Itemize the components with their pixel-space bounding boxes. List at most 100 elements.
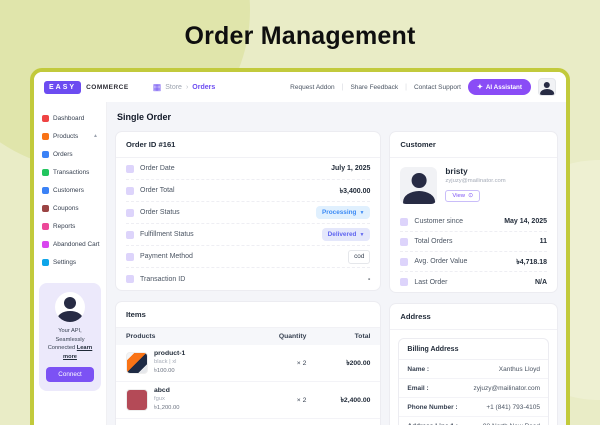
breadcrumb-separator: › [185, 83, 189, 91]
sidebar-item-customers[interactable]: Customers [34, 181, 106, 199]
user-avatar[interactable] [538, 78, 556, 96]
chevron-down-icon: ▼ [359, 231, 365, 238]
address-phone-row: Phone Number : +1 (841) 793-4105 [399, 398, 548, 417]
payment-method-value: cod [348, 249, 371, 264]
eye-icon: ⊙ [468, 193, 473, 199]
sidebar-item-products[interactable]: Products ▲ [34, 127, 106, 145]
calendar-icon [400, 278, 409, 286]
order-total-value: ৳3,400.00 [339, 187, 371, 195]
customers-icon [42, 186, 49, 194]
request-addon-link[interactable]: Request Addon [290, 83, 335, 91]
single-order-title: Single Order [117, 112, 172, 122]
total-orders-row: Total Orders 11 [400, 232, 547, 252]
learn-more-link[interactable]: Learn more [63, 345, 93, 360]
sidebar-item-abandoned-cart[interactable]: Abandoned Cart [34, 235, 106, 253]
view-customer-button[interactable]: View ⊙ [445, 190, 480, 202]
customer-since-row: Customer since May 14, 2025 [400, 212, 547, 232]
sidebar-item-reports[interactable]: Reports [34, 217, 106, 235]
sidebar-item-orders[interactable]: Orders [34, 145, 106, 163]
truck-icon [126, 230, 134, 239]
address-header: Address [390, 304, 557, 330]
order-status-dropdown[interactable]: Processing ▼ [315, 206, 371, 219]
sidebar-item-settings[interactable]: Settings [34, 253, 106, 271]
payment-method-row: Payment Method cod [126, 246, 371, 268]
divider: | [405, 83, 407, 91]
orders-icon [42, 150, 49, 158]
chevron-up-icon: ▲ [93, 133, 98, 139]
items-table-header: Products Quantity Total [116, 328, 381, 345]
coupons-icon [42, 204, 49, 212]
avg-order-value-row: Avg. Order Value ৳4,718.18 [400, 252, 547, 272]
connect-button[interactable]: Connect [46, 367, 94, 383]
sidebar-item-transactions[interactable]: Transactions [34, 163, 106, 181]
product-name-link[interactable]: abcd [154, 387, 170, 394]
order-date-row: Order Date July 1, 2025 [126, 158, 371, 180]
main-content: Single Order Order ID #161 Order Date Ju… [107, 102, 566, 425]
order-card: Order ID #161 Order Date July 1, 2025 Or… [115, 131, 382, 291]
order-id-header: Order ID #161 [116, 132, 381, 158]
customer-card: Customer bristy zyjuzy@mailinator.com Vi… [389, 131, 558, 293]
item-row: xyz fgy ৳200.00 × 4 ৳800.00 [116, 419, 380, 425]
money-icon [400, 257, 409, 266]
settings-icon [42, 258, 49, 266]
address-name-row: Name : Xanthus Lloyd [399, 360, 548, 379]
last-order-row: Last Order N/A [400, 272, 547, 292]
customer-avatar [400, 167, 438, 204]
credit-card-icon [126, 252, 134, 261]
orders-count-icon [400, 237, 409, 246]
sidebar: Dashboard Products ▲ Orders Transactions [34, 102, 107, 425]
topbar-right: Request Addon | Share Feedback | Contact… [290, 78, 556, 96]
ai-assistant-button[interactable]: ✦ AI Assistant [467, 79, 531, 95]
transaction-id-row: Transaction ID - [126, 268, 370, 290]
status-icon [126, 208, 134, 217]
brand-logo-suffix: COMMERCE [86, 83, 129, 91]
hash-icon [126, 275, 134, 283]
abandoned-cart-icon [42, 240, 49, 248]
page-title: Order Management [184, 22, 416, 50]
billing-address-card: Billing Address Name : Xanthus Lloyd Ema… [398, 338, 549, 425]
customer-header: Customer [390, 132, 557, 158]
item-row: abcd fgux ৳1,200.00 × 2 ৳2,400.00 [116, 382, 381, 419]
api-promo-card: Your API, Seamlessly Connected Learn mor… [39, 283, 101, 392]
order-status-row: Order Status Processing ▼ [126, 202, 371, 224]
address-email-row: Email : zyjuzy@mailinator.com [399, 379, 548, 398]
items-card: Items Products Quantity Total p [115, 301, 382, 425]
breadcrumb-store[interactable]: Store [165, 83, 182, 91]
money-icon [126, 186, 134, 195]
sparkle-icon: ✦ [476, 84, 483, 91]
order-date-value: July 1, 2025 [331, 165, 371, 172]
calendar-icon [400, 217, 409, 226]
customer-profile: bristy zyjuzy@mailinator.com View ⊙ [390, 158, 557, 212]
product-name-link[interactable]: product-1 [154, 350, 186, 357]
transactions-icon [42, 168, 49, 176]
customer-name: bristy [445, 167, 468, 176]
chevron-down-icon: ▼ [359, 209, 365, 216]
fulfillment-status-dropdown[interactable]: Delivered ▼ [321, 228, 371, 241]
products-icon [42, 132, 49, 140]
customer-email: zyjuzy@mailinator.com [445, 178, 506, 184]
contact-support-link[interactable]: Contact Support [413, 83, 461, 91]
calendar-icon [126, 164, 134, 173]
items-header: Items [116, 302, 381, 328]
divider: | [341, 83, 344, 91]
product-thumbnail [126, 389, 148, 411]
brand-logo[interactable]: EASY [44, 80, 82, 94]
grid-icon: ▦ [152, 81, 162, 92]
sidebar-item-coupons[interactable]: Coupons [34, 199, 106, 217]
share-feedback-link[interactable]: Share Feedback [350, 83, 399, 91]
sidebar-item-dashboard[interactable]: Dashboard [34, 109, 106, 127]
transaction-id-value: - [368, 275, 371, 283]
product-thumbnail [126, 352, 148, 374]
address-line1-row: Address Line 1 : 98 North New Road [399, 417, 548, 425]
reports-icon [42, 222, 49, 230]
topbar: EASY COMMERCE ▦ Store › Orders Request A… [34, 72, 566, 102]
breadcrumb-orders[interactable]: Orders [192, 83, 216, 91]
order-total-row: Order Total ৳3,400.00 [126, 180, 371, 202]
item-row: product-1 black | xl ৳100.00 × 2 ৳200.00 [116, 345, 381, 382]
address-card: Address Billing Address Name : Xanthus L… [389, 303, 558, 425]
fulfillment-status-row: Fulfillment Status Delivered ▼ [126, 224, 371, 246]
app-window: EASY COMMERCE ▦ Store › Orders Request A… [30, 68, 570, 425]
billing-address-header: Billing Address [399, 339, 548, 360]
dashboard-icon [42, 114, 49, 122]
